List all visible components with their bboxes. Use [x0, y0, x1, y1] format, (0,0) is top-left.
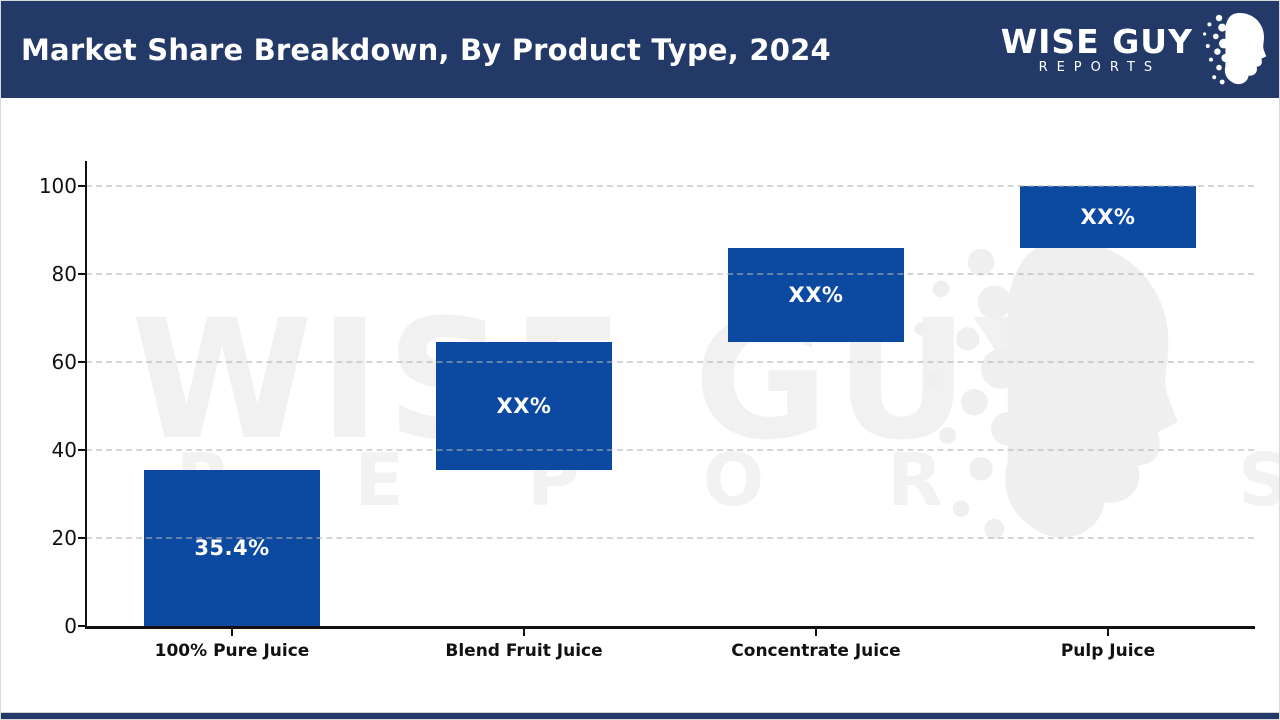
- bar: XX%: [1020, 186, 1196, 248]
- gridline: [86, 361, 1254, 363]
- logo-wordmark: WISE GUY REPORTS: [1001, 25, 1193, 75]
- x-tick-label: Blend Fruit Juice: [445, 641, 603, 661]
- x-tick-label: Concentrate Juice: [731, 641, 901, 661]
- y-tick-mark: [78, 273, 85, 275]
- logo-face-icon: [1203, 13, 1267, 85]
- y-tick-label: 20: [51, 526, 77, 550]
- x-tick-label: 100% Pure Juice: [154, 641, 310, 661]
- y-tick-label: 40: [51, 438, 77, 462]
- y-tick-mark: [78, 625, 85, 627]
- y-tick-mark: [78, 537, 85, 539]
- y-tick-mark: [78, 449, 85, 451]
- gridline: [86, 273, 1254, 275]
- gridline: [86, 185, 1254, 187]
- logo-wordmark-line2: REPORTS: [1038, 59, 1162, 75]
- bar: XX%: [728, 247, 904, 343]
- y-tick-mark: [78, 185, 85, 187]
- y-tick-label: 80: [51, 262, 77, 286]
- bar-value-label: XX%: [788, 282, 844, 307]
- x-tick-mark: [231, 629, 233, 636]
- bar: 35.4%: [144, 470, 320, 626]
- x-tick-mark: [523, 629, 525, 636]
- header: Market Share Breakdown, By Product Type,…: [1, 1, 1279, 98]
- page-title: Market Share Breakdown, By Product Type,…: [21, 32, 831, 67]
- bar-value-label: XX%: [1080, 204, 1136, 229]
- y-tick-mark: [78, 361, 85, 363]
- gridline: [86, 537, 1254, 539]
- logo-wordmark-line1: WISE GUY: [1000, 22, 1193, 62]
- watermark-face-icon: [914, 241, 1178, 539]
- y-tick-label: 60: [51, 350, 77, 374]
- gridline: [86, 449, 1254, 451]
- bar-value-label: XX%: [496, 394, 552, 419]
- y-axis: [85, 161, 87, 628]
- footer-bar: [1, 712, 1279, 719]
- bar: XX%: [436, 342, 612, 471]
- x-tick-mark: [1107, 629, 1109, 636]
- x-tick-mark: [815, 629, 817, 636]
- y-tick-label: 100: [38, 174, 77, 198]
- x-tick-label: Pulp Juice: [1060, 641, 1156, 661]
- brand-logo: WISE GUY REPORTS: [1001, 5, 1267, 95]
- x-axis: [85, 626, 1255, 629]
- y-tick-label: 0: [64, 614, 77, 638]
- bar-value-label: 35.4%: [194, 536, 270, 561]
